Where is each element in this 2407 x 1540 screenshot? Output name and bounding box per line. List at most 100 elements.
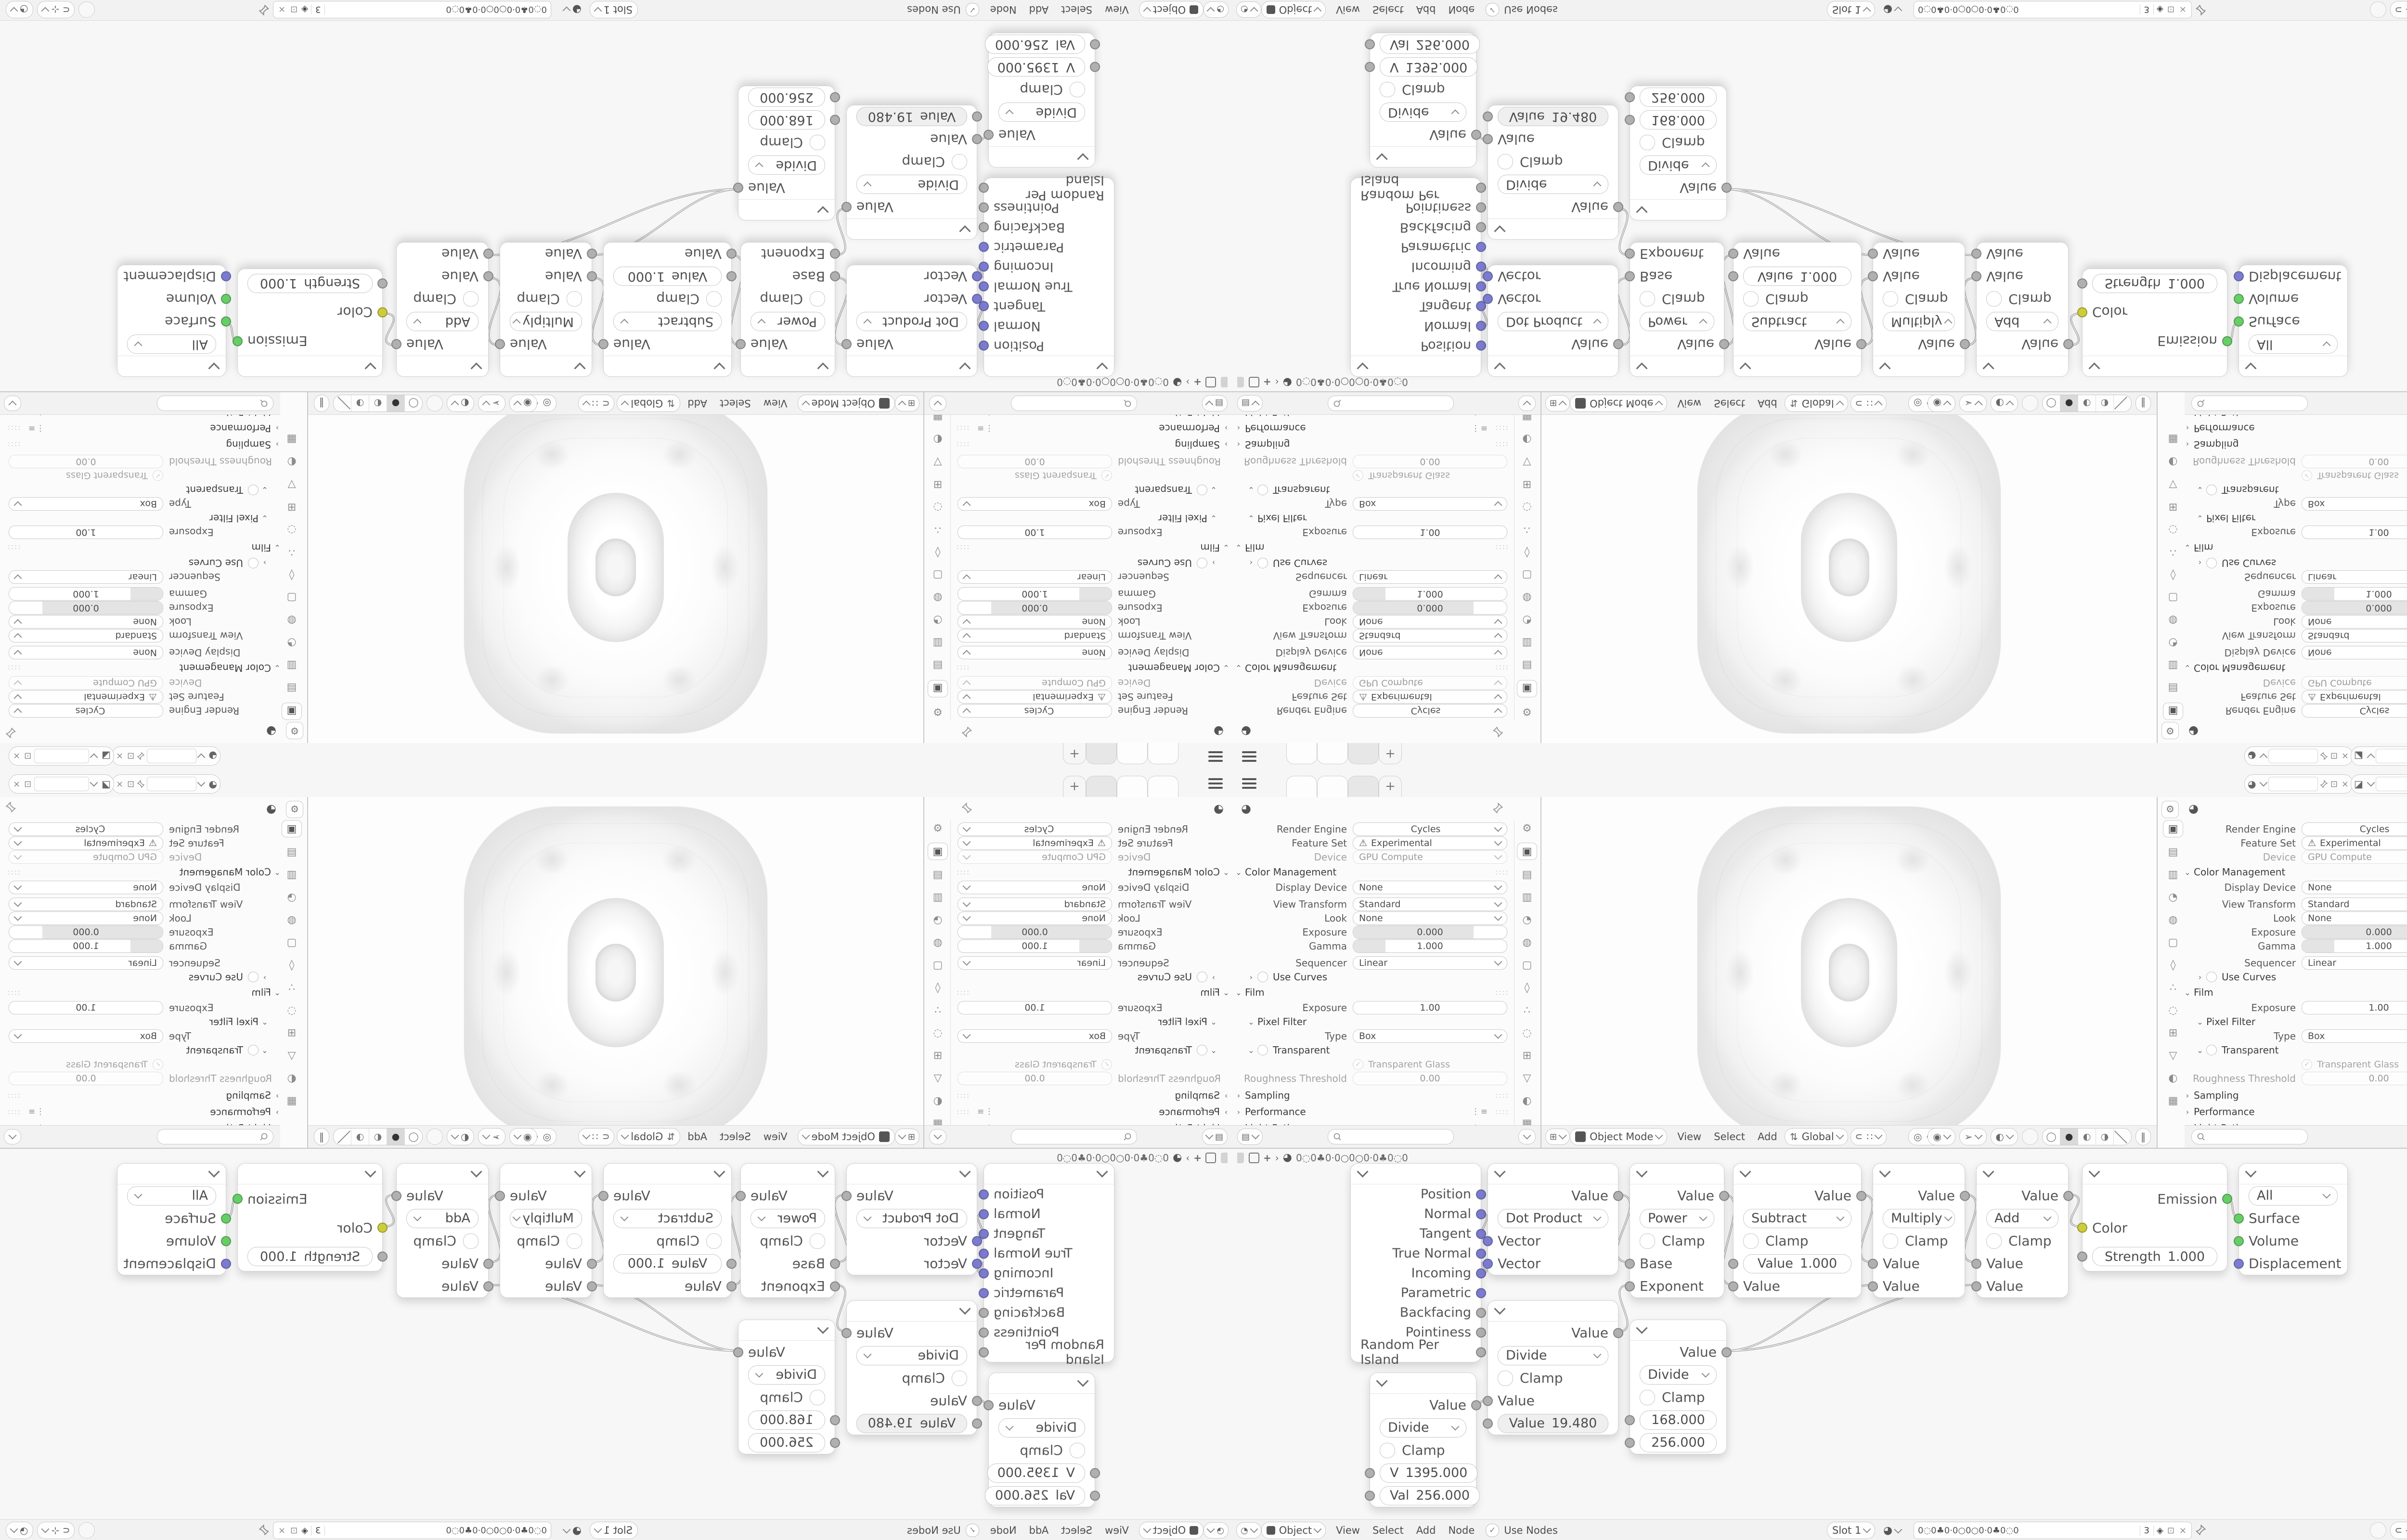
feature-set-select[interactable]: ⚠ Experimental — [1353, 690, 1507, 704]
tab-object-icon[interactable]: ▢ — [1522, 569, 1532, 581]
properties-options-button[interactable] — [4, 396, 21, 411]
app-menu-icon[interactable] — [1208, 778, 1223, 789]
node-material-output[interactable]: All Surface Volume Displacement — [2234, 265, 2348, 377]
menu-select[interactable]: Select — [1061, 4, 1093, 15]
socket-pointiness[interactable] — [1476, 203, 1486, 213]
look-select[interactable]: None — [9, 615, 163, 629]
socket-value-in-1[interactable] — [1483, 134, 1493, 144]
socket-value-out[interactable] — [391, 339, 401, 349]
view-transform-select[interactable]: Standard — [1353, 897, 1507, 911]
node-header[interactable] — [117, 356, 226, 376]
gamma-slider[interactable]: 1.000 — [9, 587, 163, 601]
tab-modifiers-icon[interactable]: ◊ — [935, 981, 941, 994]
tab-render-icon[interactable]: ▣ — [2163, 820, 2183, 837]
tab-modifiers-icon[interactable]: ◊ — [289, 569, 295, 581]
tab-render-icon[interactable]: ▣ — [1517, 680, 1537, 697]
properties-search-input[interactable] — [1327, 396, 1454, 411]
socket-incoming[interactable] — [979, 1268, 989, 1278]
exposure-slider[interactable]: 0.000 — [1353, 925, 1507, 939]
socket-value-in-2[interactable] — [587, 249, 597, 259]
node-math-divide-a[interactable]: Value Divide Clamp Value Value 19.480 — [841, 105, 982, 240]
node-header[interactable] — [1630, 199, 1726, 220]
material-users-count[interactable]: 3 — [311, 1525, 325, 1536]
socket-value-in-1[interactable] — [1728, 271, 1738, 282]
socket-value-in-2[interactable] — [972, 112, 982, 122]
node-math-multiply[interactable]: Value Multiply Clamp Value Value — [495, 242, 597, 377]
feature-set-select[interactable]: ⚠ Experimental — [2302, 690, 2407, 704]
socket-backfacing[interactable] — [1476, 222, 1486, 232]
material-name-field[interactable]: 0◌0♣0·0○0○0·0♣0◌0 3 ◈ ⊡ × — [1914, 1, 2192, 18]
node-emission[interactable]: Emission Color Strength 1.000 — [233, 1163, 388, 1271]
socket-value-in-2[interactable] — [972, 1418, 982, 1428]
preset-list-icon[interactable]: ⋮≡ — [976, 424, 994, 433]
xray-toggle[interactable]: ◐ — [1990, 395, 2018, 412]
gamma-slider[interactable]: 1.000 — [2302, 939, 2407, 953]
shading-extra-toggle[interactable] — [427, 395, 443, 411]
view-layer-name-field[interactable] — [34, 777, 90, 791]
use-curves-toggle[interactable]: › Use Curves — [188, 557, 267, 569]
clamp-checkbox[interactable] — [1883, 291, 1898, 307]
snapping-group[interactable]: ∪ ∷ — [578, 1128, 614, 1145]
node-header[interactable] — [847, 1301, 977, 1322]
tab-output-icon[interactable]: ▤ — [286, 846, 297, 858]
workspace-tab-1[interactable] — [1286, 776, 1317, 797]
properties-options-button[interactable] — [929, 396, 947, 411]
socket-true-normal[interactable] — [979, 282, 989, 292]
node-vector-math-dot-product[interactable]: Value Dot Product Vector Vector — [1483, 265, 1623, 377]
transparent-toggle[interactable]: ⌄ Transparent — [1248, 1044, 1330, 1056]
socket-value-out[interactable] — [1613, 1191, 1623, 1201]
node-material-output[interactable]: All Surface Volume Displacement — [117, 1163, 231, 1275]
device-select[interactable]: GPU Compute — [9, 676, 163, 690]
shading-extra-toggle[interactable] — [2022, 1129, 2038, 1145]
auto-render-toggle[interactable] — [2370, 1, 2387, 18]
operation-select[interactable]: Divide — [1498, 175, 1608, 194]
tab-world-icon[interactable]: ◍ — [2168, 614, 2178, 627]
section-pixel-filter[interactable]: ⌄ Pixel Filter — [1248, 513, 1307, 524]
workspace-tab-2[interactable] — [1317, 743, 1348, 764]
operation-select[interactable]: Add — [1986, 312, 2058, 332]
feature-set-select[interactable]: ⚠ Experimental — [958, 690, 1112, 704]
socket-value-in-1[interactable] — [483, 271, 493, 282]
tab-output-icon[interactable]: ▤ — [2168, 682, 2178, 694]
socket-value-in-1[interactable] — [972, 134, 982, 144]
menu-add[interactable]: Add — [687, 398, 707, 409]
socket-position[interactable] — [979, 1189, 989, 1199]
view-layer-name-field[interactable] — [2375, 749, 2407, 763]
node-header[interactable] — [2239, 1164, 2347, 1184]
section-sampling[interactable]: ›Sampling:::: — [1237, 1090, 1509, 1101]
section-color-management[interactable]: ⌄Color Management:::: — [7, 662, 280, 674]
fake-user-shield-icon[interactable]: ◈ — [2156, 4, 2163, 15]
socket-normal[interactable] — [1476, 321, 1486, 331]
socket-value-in-2[interactable] — [1625, 1437, 1635, 1448]
material-icon[interactable]: ◕ — [562, 1525, 582, 1537]
socket-value-in-2[interactable] — [1483, 1418, 1493, 1428]
pin-icon[interactable] — [2195, 1524, 2206, 1536]
node-math-divide-a[interactable]: Value Divide Clamp Value Value 19.480 — [1483, 105, 1623, 240]
section-pixel-filter[interactable]: ⌄ Pixel Filter — [2197, 513, 2256, 524]
new-material-icon[interactable]: ⊡ — [290, 4, 298, 15]
tab-particles-icon[interactable]: ∴ — [2170, 546, 2176, 559]
socket-volume-in[interactable] — [221, 1236, 231, 1246]
material-name-field[interactable]: 0◌0♣0·0○0○0·0♣0◌0 3 ◈ ⊡ × — [273, 1522, 551, 1539]
add-workspace-button[interactable]: + — [1063, 776, 1086, 797]
socket-incoming[interactable] — [1476, 1268, 1486, 1278]
socket-color-in[interactable] — [377, 307, 388, 318]
section-performance[interactable]: ›Performance⋮≡ :::: — [7, 423, 279, 434]
operation-select[interactable]: Divide — [1380, 103, 1466, 122]
node-geometry[interactable]: Position Normal Tangent True Normal Inco… — [1350, 173, 1486, 377]
shading-material-button[interactable]: ◐ — [2078, 395, 2096, 411]
tab-scene-icon[interactable]: ◔ — [933, 913, 943, 926]
node-header[interactable] — [1488, 1164, 1618, 1184]
checkbox-icon[interactable] — [2206, 1045, 2217, 1055]
socket-strength-in[interactable] — [377, 1251, 388, 1262]
shading-options-button[interactable] — [2114, 395, 2131, 412]
socket-value-in-1[interactable] — [1868, 1258, 1878, 1269]
tab-constraints-icon[interactable]: ⊞ — [933, 478, 943, 491]
node-header[interactable] — [989, 1373, 1095, 1394]
socket-value-in-2[interactable] — [483, 1281, 493, 1291]
properties-options-button[interactable] — [1518, 1129, 1536, 1144]
node-header[interactable] — [397, 356, 488, 376]
render-engine-select[interactable]: Cycles — [958, 822, 1112, 836]
node-header[interactable] — [1370, 146, 1476, 167]
menu-node[interactable]: Node — [990, 4, 1017, 15]
